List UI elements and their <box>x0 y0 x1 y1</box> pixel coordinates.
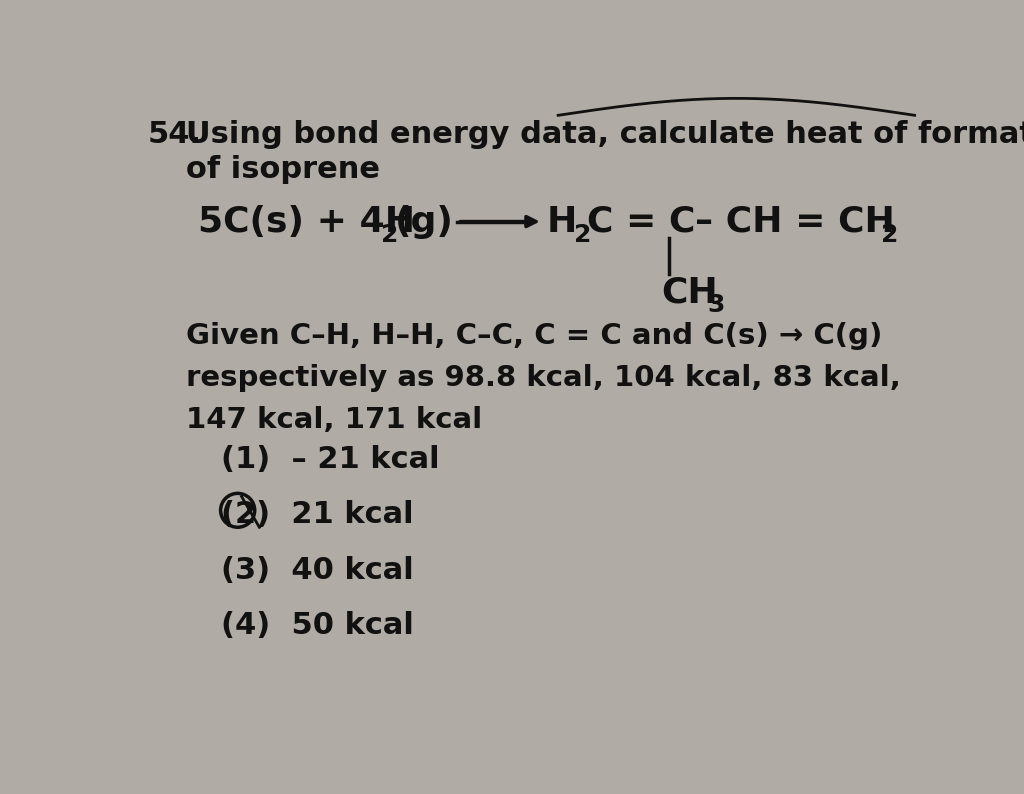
Text: (4)  50 kcal: (4) 50 kcal <box>221 611 414 640</box>
Text: Given C–H, H–H, C–C, C = C and C(s) → C(g): Given C–H, H–H, C–C, C = C and C(s) → C(… <box>186 322 883 349</box>
Text: 5C(s) + 4H: 5C(s) + 4H <box>198 205 415 238</box>
Text: H: H <box>547 205 577 238</box>
Text: Using bond energy data, calculate heat of formation: Using bond energy data, calculate heat o… <box>186 120 1024 149</box>
Text: of isoprene: of isoprene <box>186 156 380 184</box>
Text: CH: CH <box>662 276 718 310</box>
Text: 2: 2 <box>573 222 591 247</box>
Text: 147 kcal, 171 kcal: 147 kcal, 171 kcal <box>186 407 482 434</box>
Text: C = C: C = C <box>587 205 695 238</box>
Text: 54.: 54. <box>147 120 202 149</box>
Text: respectively as 98.8 kcal, 104 kcal, 83 kcal,: respectively as 98.8 kcal, 104 kcal, 83 … <box>186 364 901 392</box>
Text: (3)  40 kcal: (3) 40 kcal <box>221 556 414 584</box>
Text: – CH = CH: – CH = CH <box>695 205 895 238</box>
Text: (g): (g) <box>395 205 455 238</box>
Text: (1)  – 21 kcal: (1) – 21 kcal <box>221 445 439 474</box>
Text: 3: 3 <box>708 294 725 318</box>
Text: (2)  21 kcal: (2) 21 kcal <box>221 500 414 530</box>
Text: 2: 2 <box>882 222 899 247</box>
Text: 2: 2 <box>381 222 398 247</box>
